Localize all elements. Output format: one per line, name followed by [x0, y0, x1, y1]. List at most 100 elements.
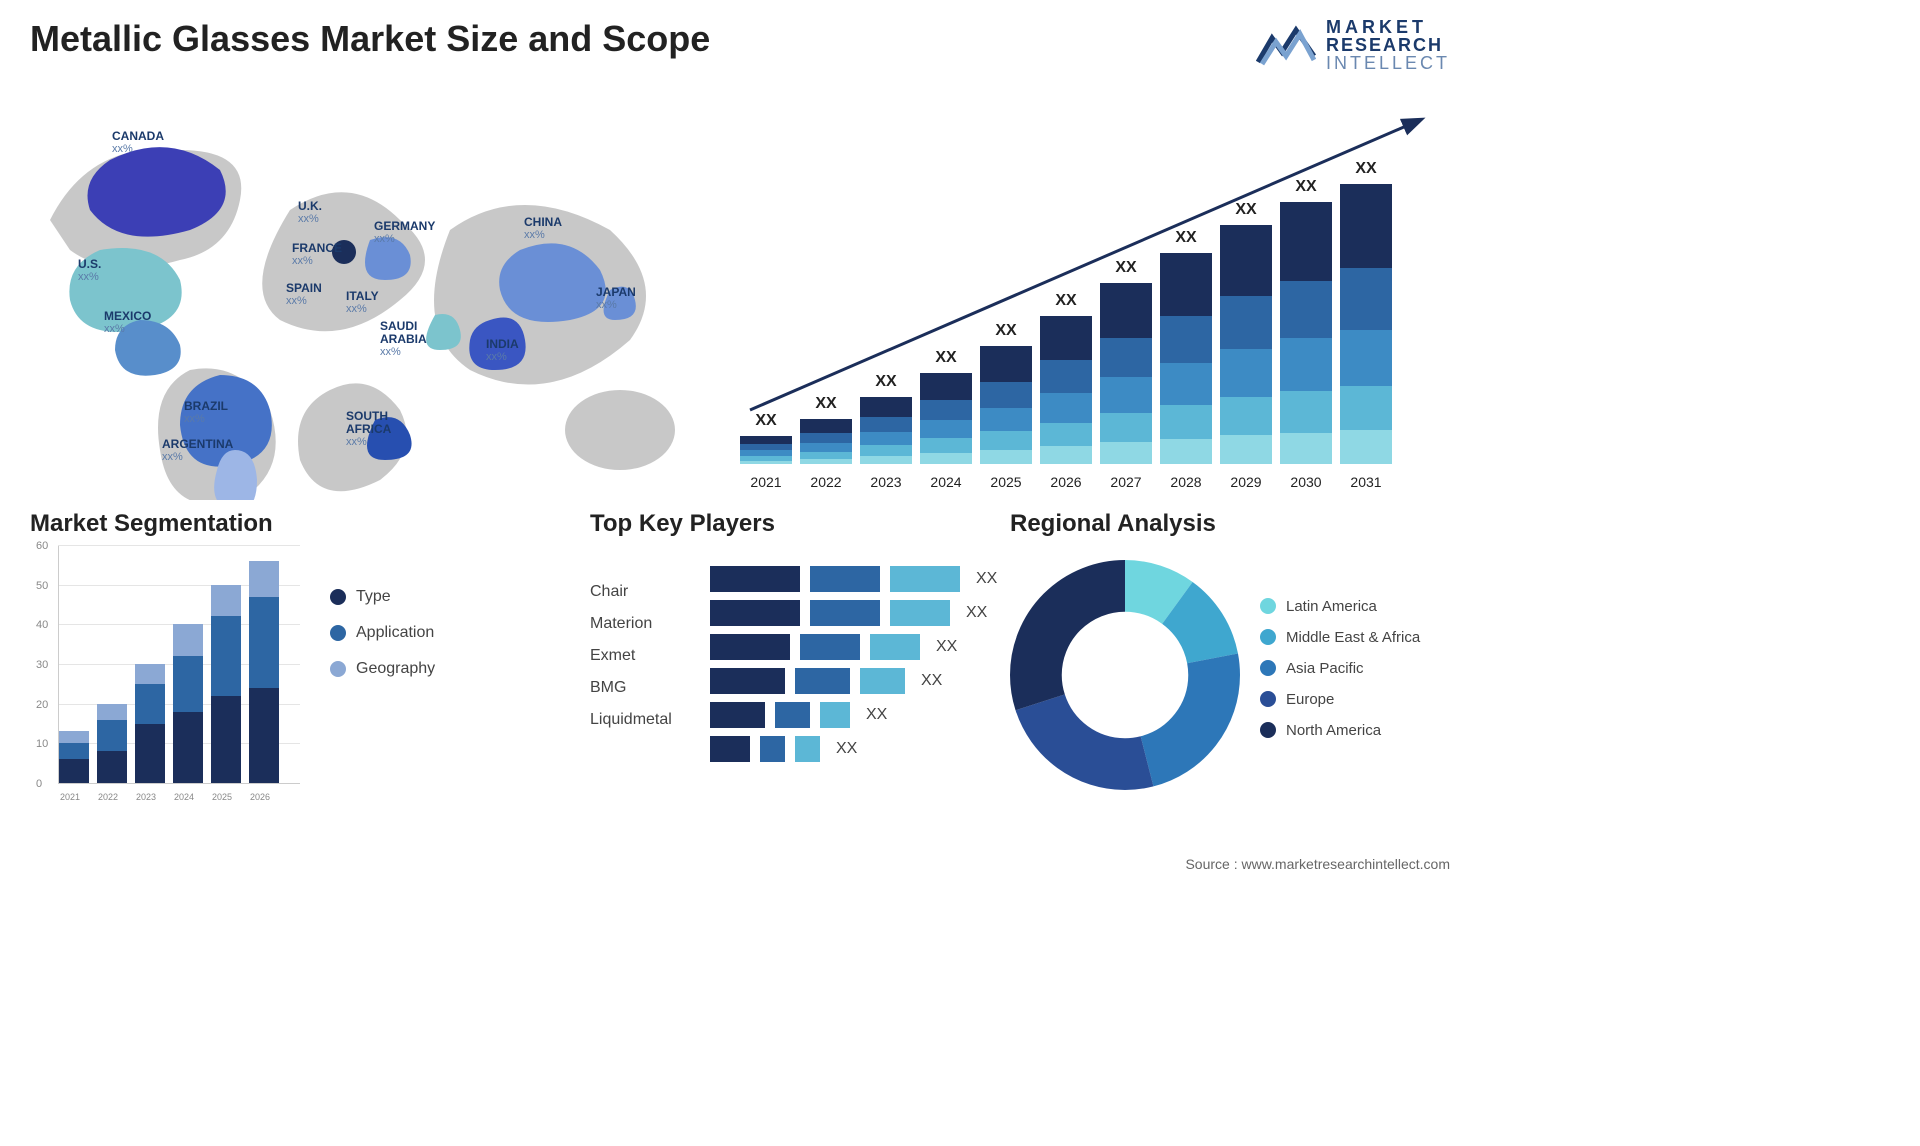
bar-segment — [860, 397, 912, 417]
year-label: 2031 — [1340, 474, 1392, 490]
player-bar-segment — [775, 702, 810, 728]
x-tick-label: 2025 — [212, 792, 232, 802]
map-label: ARGENTINAxx% — [162, 438, 233, 463]
map-label: FRANCExx% — [292, 242, 342, 267]
map-label: U.S.xx% — [78, 258, 101, 283]
bar-segment — [1340, 430, 1392, 464]
bar-segment — [920, 438, 972, 453]
map-label: CANADAxx% — [112, 130, 164, 155]
growth-bar: XX — [860, 154, 912, 464]
player-labels: ChairMaterionExmetBMGLiquidmetal — [590, 576, 672, 736]
player-value-label: XX — [936, 638, 957, 656]
bar-segment — [980, 408, 1032, 432]
seg-bar-segment — [173, 624, 203, 656]
bar-value-label: XX — [995, 322, 1016, 340]
bar-segment — [1040, 423, 1092, 447]
bar-value-label: XX — [875, 373, 896, 391]
seg-bar-segment — [249, 561, 279, 597]
bar-segment — [920, 400, 972, 420]
bar-segment — [980, 382, 1032, 408]
seg-bar — [249, 561, 279, 783]
bar-segment — [1040, 446, 1092, 464]
bar-segment — [860, 417, 912, 432]
bar-segment — [1040, 360, 1092, 393]
world-map-panel: CANADAxx% U.S.xx% MEXICOxx% BRAZILxx% ARGENT… — [30, 90, 710, 500]
seg-bar-segment — [135, 664, 165, 684]
bar-segment — [1220, 397, 1272, 435]
bar-segment — [800, 459, 852, 464]
player-bars: XXXXXXXXXXXX — [710, 566, 997, 770]
bar-segment — [1220, 435, 1272, 464]
bar-segment — [800, 419, 852, 432]
legend-label: Asia Pacific — [1286, 660, 1364, 677]
legend-label: Middle East & Africa — [1286, 629, 1420, 646]
key-players-panel: Top Key Players ChairMaterionExmetBMGLiq… — [590, 510, 990, 840]
x-tick-label: 2024 — [174, 792, 194, 802]
bar-segment — [860, 456, 912, 464]
year-label: 2028 — [1160, 474, 1212, 490]
bar-segment — [860, 445, 912, 456]
logo-line3: INTELLECT — [1326, 54, 1450, 72]
year-label: 2021 — [740, 474, 792, 490]
player-bar-row: XX — [710, 736, 997, 762]
brand-logo: MARKET RESEARCH INTELLECT — [1256, 18, 1450, 72]
x-tick-label: 2023 — [136, 792, 156, 802]
y-tick-label: 0 — [36, 778, 42, 790]
bar-segment — [1100, 338, 1152, 378]
bar-segment — [1100, 413, 1152, 442]
bar-segment — [1280, 433, 1332, 464]
legend-row: Asia Pacific — [1260, 660, 1420, 677]
seg-bar-segment — [135, 684, 165, 724]
player-bar-segment — [710, 600, 800, 626]
x-tick-label: 2022 — [98, 792, 118, 802]
key-players-title: Top Key Players — [590, 510, 990, 538]
bar-value-label: XX — [1175, 229, 1196, 247]
growth-chart: XXXXXXXXXXXXXXXXXXXXXX 20212022202320242… — [740, 100, 1440, 490]
year-label: 2022 — [800, 474, 852, 490]
seg-bar — [135, 664, 165, 783]
legend-label: Latin America — [1286, 598, 1377, 615]
bar-segment — [1340, 386, 1392, 431]
growth-bar: XX — [1340, 154, 1392, 464]
player-value-label: XX — [866, 706, 887, 724]
bar-value-label: XX — [755, 412, 776, 430]
legend-row: Europe — [1260, 691, 1420, 708]
bar-segment — [1220, 225, 1272, 297]
map-label: BRAZILxx% — [184, 400, 228, 425]
bar-segment — [800, 433, 852, 443]
bar-segment — [860, 432, 912, 445]
bar-segment — [1040, 316, 1092, 360]
y-tick-label: 30 — [36, 659, 48, 671]
map-label: MEXICOxx% — [104, 310, 151, 335]
map-label: INDIAxx% — [486, 338, 519, 363]
seg-bar — [97, 704, 127, 783]
bar-segment — [1160, 405, 1212, 439]
growth-bar: XX — [1100, 154, 1152, 464]
seg-bar-segment — [97, 720, 127, 752]
bar-value-label: XX — [1295, 178, 1316, 196]
seg-bar-segment — [249, 688, 279, 783]
logo-line1: MARKET — [1326, 18, 1450, 36]
bar-segment — [920, 373, 972, 400]
bar-segment — [1220, 296, 1272, 349]
bar-value-label: XX — [1055, 292, 1076, 310]
legend-row: Application — [330, 624, 435, 642]
year-label: 2024 — [920, 474, 972, 490]
player-bar-segment — [760, 736, 785, 762]
player-bar-row: XX — [710, 600, 997, 626]
seg-bar — [211, 585, 241, 783]
seg-bar-segment — [173, 712, 203, 783]
legend-label: Type — [356, 588, 391, 606]
legend-dot-icon — [1260, 722, 1276, 738]
bar-segment — [980, 431, 1032, 450]
segmentation-chart: 0102030405060 202120222023202420252026 — [30, 546, 300, 806]
seg-bar-segment — [97, 751, 127, 783]
seg-bar-segment — [59, 731, 89, 743]
source-citation: Source : www.marketresearchintellect.com — [1185, 856, 1450, 872]
bar-value-label: XX — [815, 395, 836, 413]
player-bar-row: XX — [710, 566, 997, 592]
logo-mark-icon — [1256, 22, 1316, 68]
map-label: SOUTHAFRICAxx% — [346, 410, 391, 448]
bar-value-label: XX — [1355, 160, 1376, 178]
legend-dot-icon — [1260, 598, 1276, 614]
